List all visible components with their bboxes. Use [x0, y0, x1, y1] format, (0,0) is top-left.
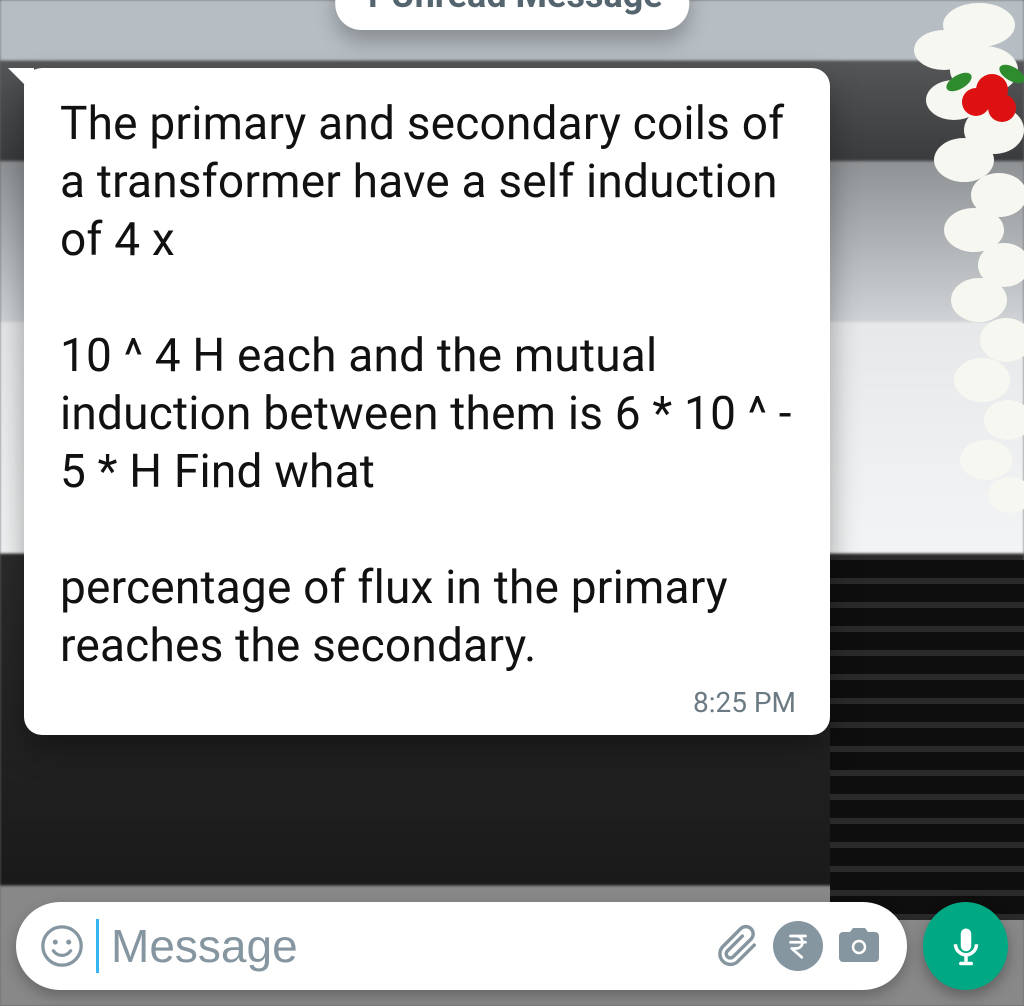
camera-icon[interactable]	[831, 918, 887, 974]
message-text: The primary and secondary coils of a tra…	[60, 96, 796, 676]
composer-pill	[16, 902, 907, 990]
chat-wallpaper-detail	[830, 560, 1024, 920]
unread-divider: 1 Unread Message	[335, 0, 689, 30]
composer-row	[16, 900, 1008, 992]
message-time: 8:25 PM	[60, 686, 796, 719]
mic-button[interactable]	[923, 902, 1008, 990]
unread-label: 1 Unread Message	[335, 0, 689, 30]
attachment-icon[interactable]	[709, 918, 765, 974]
emoji-icon[interactable]	[34, 918, 90, 974]
message-input[interactable]	[103, 919, 709, 973]
text-cursor	[96, 919, 99, 973]
incoming-message-bubble[interactable]: The primary and secondary coils of a tra…	[24, 68, 830, 735]
rupee-icon[interactable]	[773, 921, 823, 971]
